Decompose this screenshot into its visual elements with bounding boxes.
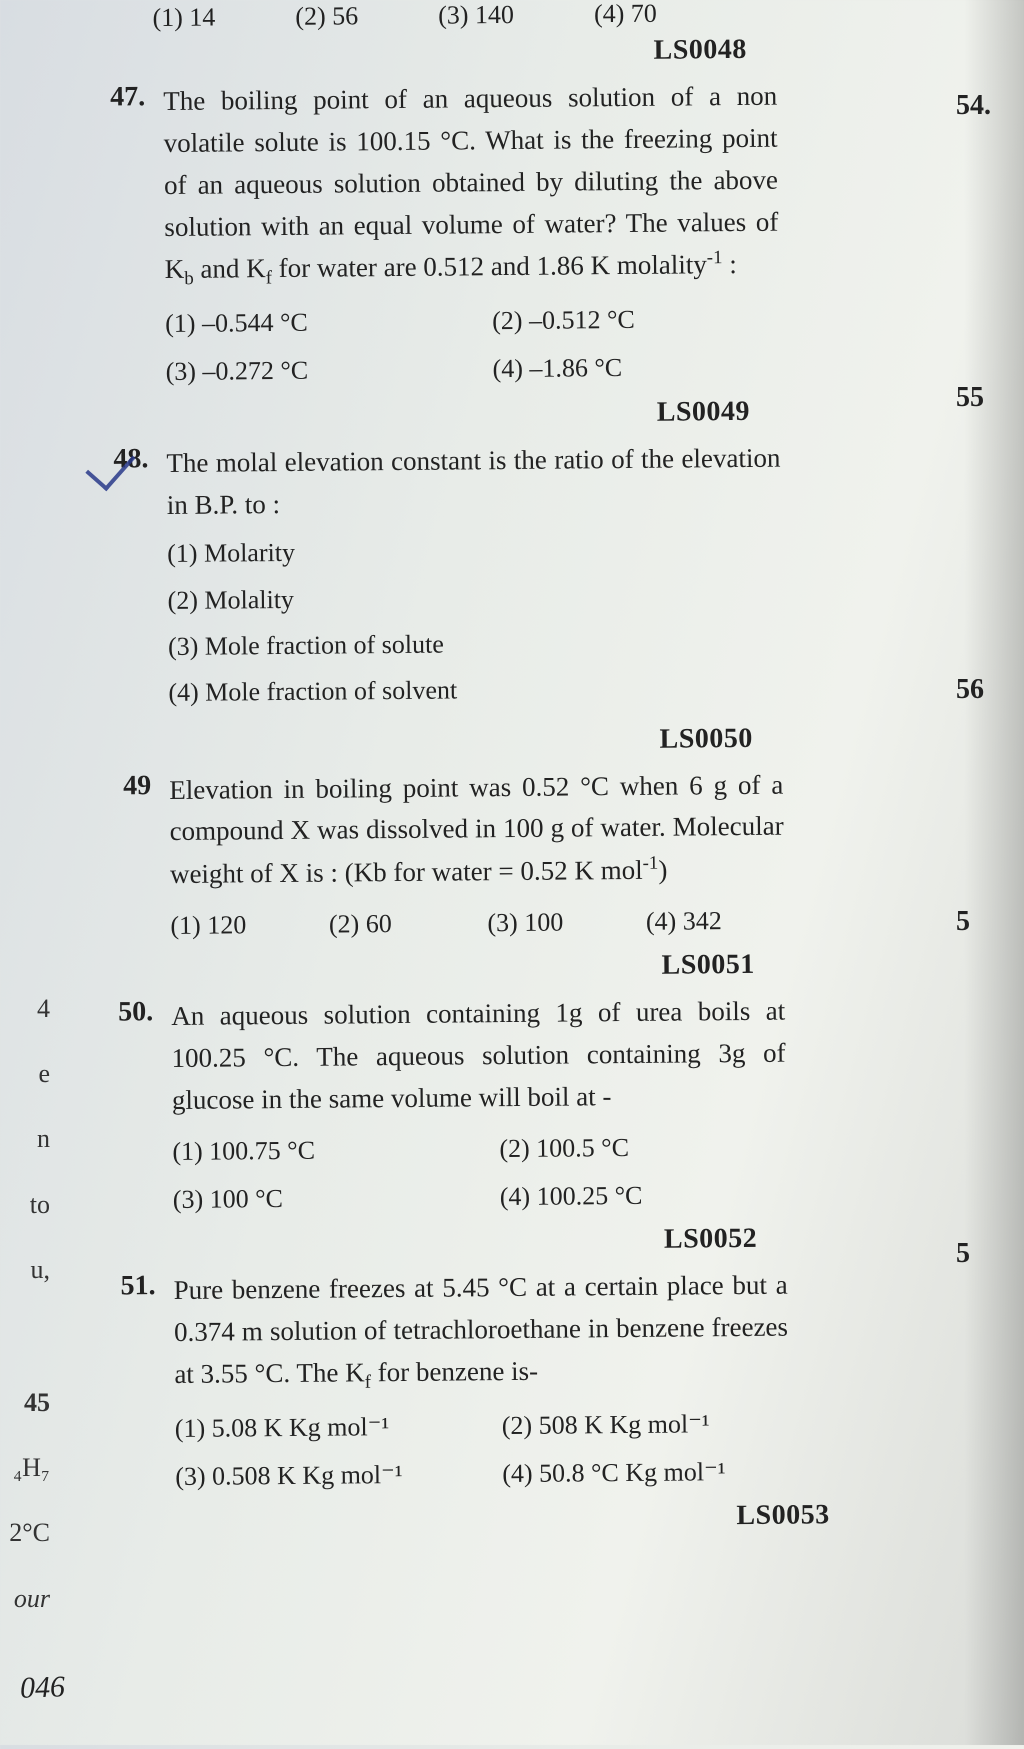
code-ls0049: LS0049 bbox=[96, 394, 980, 434]
cut-opt-2: (2) 56 bbox=[295, 1, 358, 32]
qbody-48: The molal elevation constant is the rati… bbox=[166, 436, 982, 720]
qbody-49: Elevation in boiling point was 0.52 °C w… bbox=[169, 762, 985, 946]
qnum-47: 47. bbox=[93, 81, 145, 113]
question-47: 47. The boiling point of an aqueous solu… bbox=[93, 74, 980, 393]
left-edge-2: n bbox=[0, 1110, 50, 1167]
q47-options: (1) –0.544 °C (2) –0.512 °C (3) –0.272 °… bbox=[165, 299, 780, 393]
q51-opt-1: (1) 5.08 K Kg mol⁻¹ bbox=[175, 1406, 462, 1449]
q49-text: Elevation in boiling point was 0.52 °C w… bbox=[169, 769, 784, 889]
right-edge-text: 54. 55 56 5 5 bbox=[956, 90, 1016, 1530]
q49-options: (1) 120 (2) 60 (3) 100 (4) 342 bbox=[170, 901, 784, 947]
q50-options: (1) 100.75 °C (2) 100.5 °C (3) 100 °C (4… bbox=[172, 1127, 787, 1221]
qnum-50-text: 50. bbox=[118, 996, 153, 1027]
q48-opt-1: (1) Molarity bbox=[167, 529, 781, 575]
qbody-51: Pure benzene freezes at 5.45 °C at a cer… bbox=[173, 1263, 989, 1497]
q50-opt-1: (1) 100.75 °C bbox=[172, 1129, 459, 1172]
left-edge-1: e bbox=[0, 1045, 50, 1102]
qnum-51: 51. bbox=[103, 1271, 155, 1303]
bottom-page-number: 046 bbox=[19, 1670, 65, 1706]
q50-opt-3: (3) 100 °C bbox=[173, 1178, 460, 1221]
qnum-49-text: 49 bbox=[123, 770, 151, 801]
right-edge-1: 55 bbox=[956, 382, 1016, 414]
left-edge-7: ₄H₇ bbox=[0, 1439, 50, 1496]
question-48: 48. The molal elevation constant is the … bbox=[96, 436, 982, 721]
q47-text: The boiling point of an aqueous solution… bbox=[163, 81, 778, 285]
cut-opt-1: (1) 14 bbox=[152, 3, 215, 34]
qbody-47: The boiling point of an aqueous solution… bbox=[163, 74, 980, 393]
q47-opt-1: (1) –0.544 °C bbox=[165, 302, 452, 345]
cut-question-options: (1) 14 (2) 56 (3) 140 (4) 70 bbox=[92, 0, 976, 34]
code-ls0048: LS0048 bbox=[93, 32, 977, 72]
q49-opt-4: (4) 342 bbox=[646, 901, 785, 943]
q47-opt-3: (3) –0.272 °C bbox=[165, 350, 452, 393]
left-edge-9: our bbox=[0, 1570, 50, 1627]
cut-opt-4: (4) 70 bbox=[594, 0, 657, 29]
qnum-47-text: 47. bbox=[110, 81, 145, 112]
q51-opt-4: (4) 50.8 °C Kg mol⁻¹ bbox=[502, 1452, 789, 1495]
q47-opt-2: (2) –0.512 °C bbox=[492, 299, 779, 342]
q47-opt-4: (4) –1.86 °C bbox=[492, 347, 779, 390]
q51-opt-3: (3) 0.508 K Kg mol⁻¹ bbox=[175, 1455, 462, 1498]
code-ls0050: LS0050 bbox=[99, 720, 983, 760]
q49-opt-3: (3) 100 bbox=[487, 902, 626, 944]
q48-text: The molal elevation constant is the rati… bbox=[166, 442, 780, 519]
left-edge-0: 4 bbox=[0, 980, 50, 1037]
page-content: (1) 14 (2) 56 (3) 140 (4) 70 LS0048 47. … bbox=[0, 0, 1024, 1749]
left-edge-6: 45 bbox=[0, 1374, 50, 1431]
q48-opt-3: (3) Mole fraction of solute bbox=[168, 622, 782, 668]
right-edge-5: 5 bbox=[956, 1238, 1016, 1270]
q51-text: Pure benzene freezes at 5.45 °C at a cer… bbox=[174, 1270, 789, 1389]
question-51: 51. Pure benzene freezes at 5.45 °C at a… bbox=[103, 1263, 989, 1498]
q48-opt-4: (4) Mole fraction of solvent bbox=[168, 668, 782, 714]
q48-opt-2: (2) Molality bbox=[167, 575, 781, 621]
left-edge-4: u, bbox=[0, 1241, 50, 1298]
code-ls0052: LS0052 bbox=[103, 1221, 987, 1261]
q50-opt-4: (4) 100.25 °C bbox=[500, 1175, 787, 1218]
q51-opt-2: (2) 508 K Kg mol⁻¹ bbox=[502, 1403, 789, 1446]
code-ls0051: LS0051 bbox=[101, 947, 985, 987]
left-edge-8: 2°C bbox=[0, 1504, 50, 1561]
right-edge-0: 54. bbox=[956, 90, 1016, 122]
q49-opt-1: (1) 120 bbox=[170, 905, 309, 947]
q51-options: (1) 5.08 K Kg mol⁻¹ (2) 508 K Kg mol⁻¹ (… bbox=[175, 1403, 790, 1497]
qnum-51-text: 51. bbox=[120, 1271, 155, 1302]
right-edge-2: 56 bbox=[956, 674, 1016, 706]
left-edge-text: 4 e n to u, 45 ₄H₇ 2°C our bbox=[0, 980, 50, 1635]
code-ls0053: LS0053 bbox=[106, 1498, 990, 1538]
q49-opt-2: (2) 60 bbox=[329, 903, 468, 945]
qbody-50: An aqueous solution containing 1g of ure… bbox=[171, 989, 987, 1220]
q50-text: An aqueous solution containing 1g of ure… bbox=[171, 996, 786, 1115]
q50-opt-2: (2) 100.5 °C bbox=[499, 1127, 786, 1170]
qnum-48: 48. bbox=[96, 443, 148, 475]
qnum-49: 49 bbox=[99, 770, 151, 802]
qnum-48-text: 48. bbox=[113, 443, 148, 474]
left-edge-spacer bbox=[0, 1306, 50, 1366]
left-edge-3: to bbox=[0, 1176, 50, 1233]
question-50: 50. An aqueous solution containing 1g of… bbox=[101, 989, 987, 1221]
cut-opt-3: (3) 140 bbox=[438, 0, 514, 31]
right-edge-3: 5 bbox=[956, 906, 1016, 938]
qnum-50: 50. bbox=[101, 996, 153, 1028]
question-49: 49 Elevation in boiling point was 0.52 °… bbox=[99, 762, 985, 947]
q48-options: (1) Molarity (2) Molality (3) Mole fract… bbox=[167, 529, 783, 714]
